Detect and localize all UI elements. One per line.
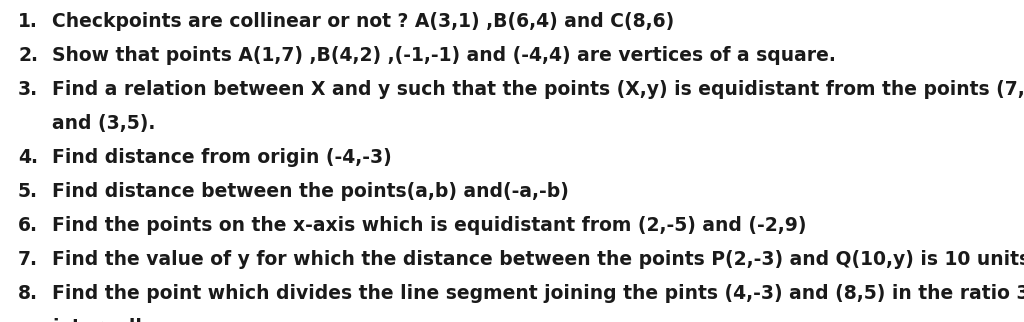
Text: Find the point which divides the line segment joining the pints (4,-3) and (8,5): Find the point which divides the line se… — [52, 284, 1024, 303]
Text: 2.: 2. — [18, 46, 38, 65]
Text: Find distance between the points(a,b) and(-a,-b): Find distance between the points(a,b) an… — [52, 182, 569, 201]
Text: 8.: 8. — [18, 284, 38, 303]
Text: Checkpoints are collinear or not ? A(3,1) ,B(6,4) and C(8,6): Checkpoints are collinear or not ? A(3,1… — [52, 12, 674, 31]
Text: internally.: internally. — [52, 318, 160, 322]
Text: Find distance from origin (-4,-3): Find distance from origin (-4,-3) — [52, 148, 392, 167]
Text: 1.: 1. — [18, 12, 38, 31]
Text: 6.: 6. — [18, 216, 38, 235]
Text: and (3,5).: and (3,5). — [52, 114, 156, 133]
Text: 3.: 3. — [18, 80, 38, 99]
Text: Show that points A(1,7) ,B(4,2) ,(-1,-1) and (-4,4) are vertices of a square.: Show that points A(1,7) ,B(4,2) ,(-1,-1)… — [52, 46, 836, 65]
Text: 5.: 5. — [18, 182, 38, 201]
Text: 7.: 7. — [18, 250, 38, 269]
Text: 4.: 4. — [18, 148, 38, 167]
Text: Find the points on the x-axis which is equidistant from (2,-5) and (-2,9): Find the points on the x-axis which is e… — [52, 216, 807, 235]
Text: Find the value of y for which the distance between the points P(2,-3) and Q(10,y: Find the value of y for which the distan… — [52, 250, 1024, 269]
Text: Find a relation between X and y such that the points (X,y) is equidistant from t: Find a relation between X and y such tha… — [52, 80, 1024, 99]
